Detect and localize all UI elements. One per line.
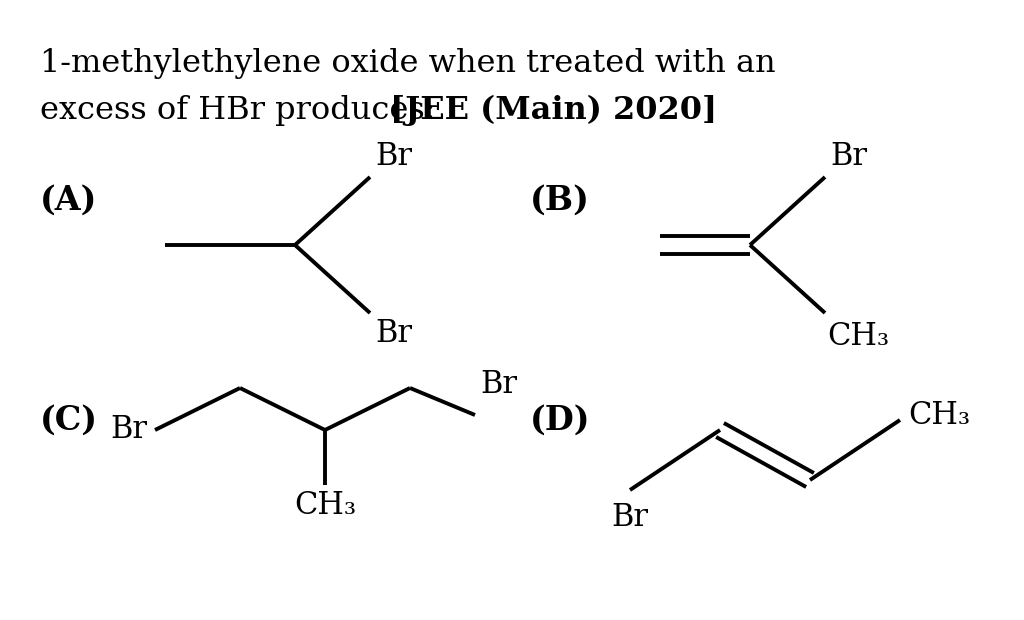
Text: (A): (A) [40,184,97,216]
Text: CH₃: CH₃ [294,490,356,521]
Text: CH₃: CH₃ [827,321,889,352]
Text: Br: Br [611,502,648,533]
Text: (D): (D) [530,404,591,436]
Text: [JEE (Main) 2020]: [JEE (Main) 2020] [390,95,717,126]
Text: CH₃: CH₃ [908,399,970,430]
Text: Br: Br [480,369,517,400]
Text: 1-methylethylene oxide when treated with an: 1-methylethylene oxide when treated with… [40,48,775,79]
Text: excess of HBr produces:: excess of HBr produces: [40,95,435,126]
Text: (B): (B) [530,184,590,216]
Text: Br: Br [830,141,867,172]
Text: Br: Br [110,415,147,446]
Text: (C): (C) [40,404,98,436]
Text: Br: Br [375,141,412,172]
Text: Br: Br [375,318,412,349]
